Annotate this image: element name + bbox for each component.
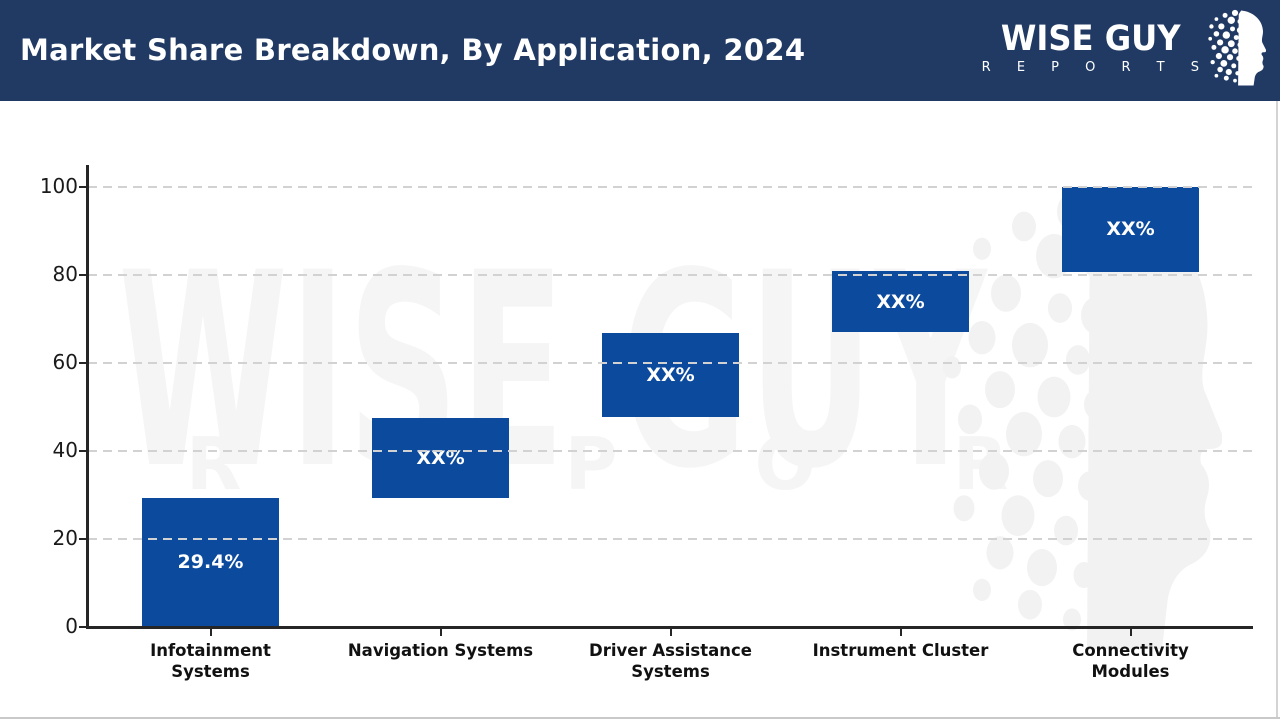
y-tick-label: 60 (52, 350, 78, 374)
y-axis-line (86, 165, 89, 629)
logo-text: WISE GUY R E P O R T S (971, 21, 1210, 75)
y-tick-label: 40 (52, 438, 78, 462)
y-gridline (88, 450, 1253, 452)
x-axis-line (86, 626, 1253, 629)
logo-subname: R E P O R T S (981, 59, 1210, 75)
y-gridline (88, 538, 1253, 540)
x-category-label: Navigation Systems (347, 641, 534, 660)
y-tick-label: 100 (39, 174, 78, 198)
x-tick (899, 628, 902, 636)
y-tick (79, 450, 87, 452)
bar-value-label: XX% (1106, 218, 1155, 241)
y-tick-label: 0 (65, 614, 78, 638)
x-category-label: Connectivity Modules (1072, 641, 1189, 681)
bar-segment: XX% (1062, 187, 1199, 272)
y-tick (79, 274, 87, 276)
bar-segment: XX% (372, 418, 509, 498)
dotted-head-icon (1208, 9, 1266, 86)
logo-name: WISE GUY (1000, 19, 1181, 60)
x-tick (209, 628, 212, 636)
wise-guy-reports-logo: WISE GUY R E P O R T S (971, 8, 1266, 88)
right-border (1276, 101, 1278, 718)
bar-segment: XX% (602, 333, 739, 418)
bar-segment: XX% (832, 271, 969, 333)
chart-title: Market Share Breakdown, By Application, … (20, 33, 806, 67)
x-tick (439, 628, 442, 636)
y-gridline (88, 274, 1253, 276)
y-gridline (88, 362, 1253, 364)
bar-value-label: XX% (416, 446, 465, 469)
x-category-label: Instrument Cluster (812, 641, 989, 660)
bar-value-label: XX% (876, 290, 925, 313)
bottom-border (0, 717, 1280, 719)
x-category-label: Driver Assistance Systems (589, 641, 752, 681)
y-tick (79, 538, 87, 540)
bar-segment: 29.4% (142, 497, 279, 627)
x-tick (1129, 628, 1132, 636)
bar-value-label: 29.4% (177, 551, 244, 574)
y-tick (79, 626, 87, 628)
bar-value-label: XX% (646, 364, 695, 387)
y-tick-label: 20 (52, 526, 78, 550)
header-banner: Market Share Breakdown, By Application, … (0, 0, 1280, 101)
y-gridline (88, 186, 1253, 188)
y-tick (79, 186, 87, 188)
y-tick (79, 362, 87, 364)
y-tick-label: 80 (52, 262, 78, 286)
x-category-label: Infotainment Systems (150, 641, 271, 681)
x-tick (669, 628, 672, 636)
